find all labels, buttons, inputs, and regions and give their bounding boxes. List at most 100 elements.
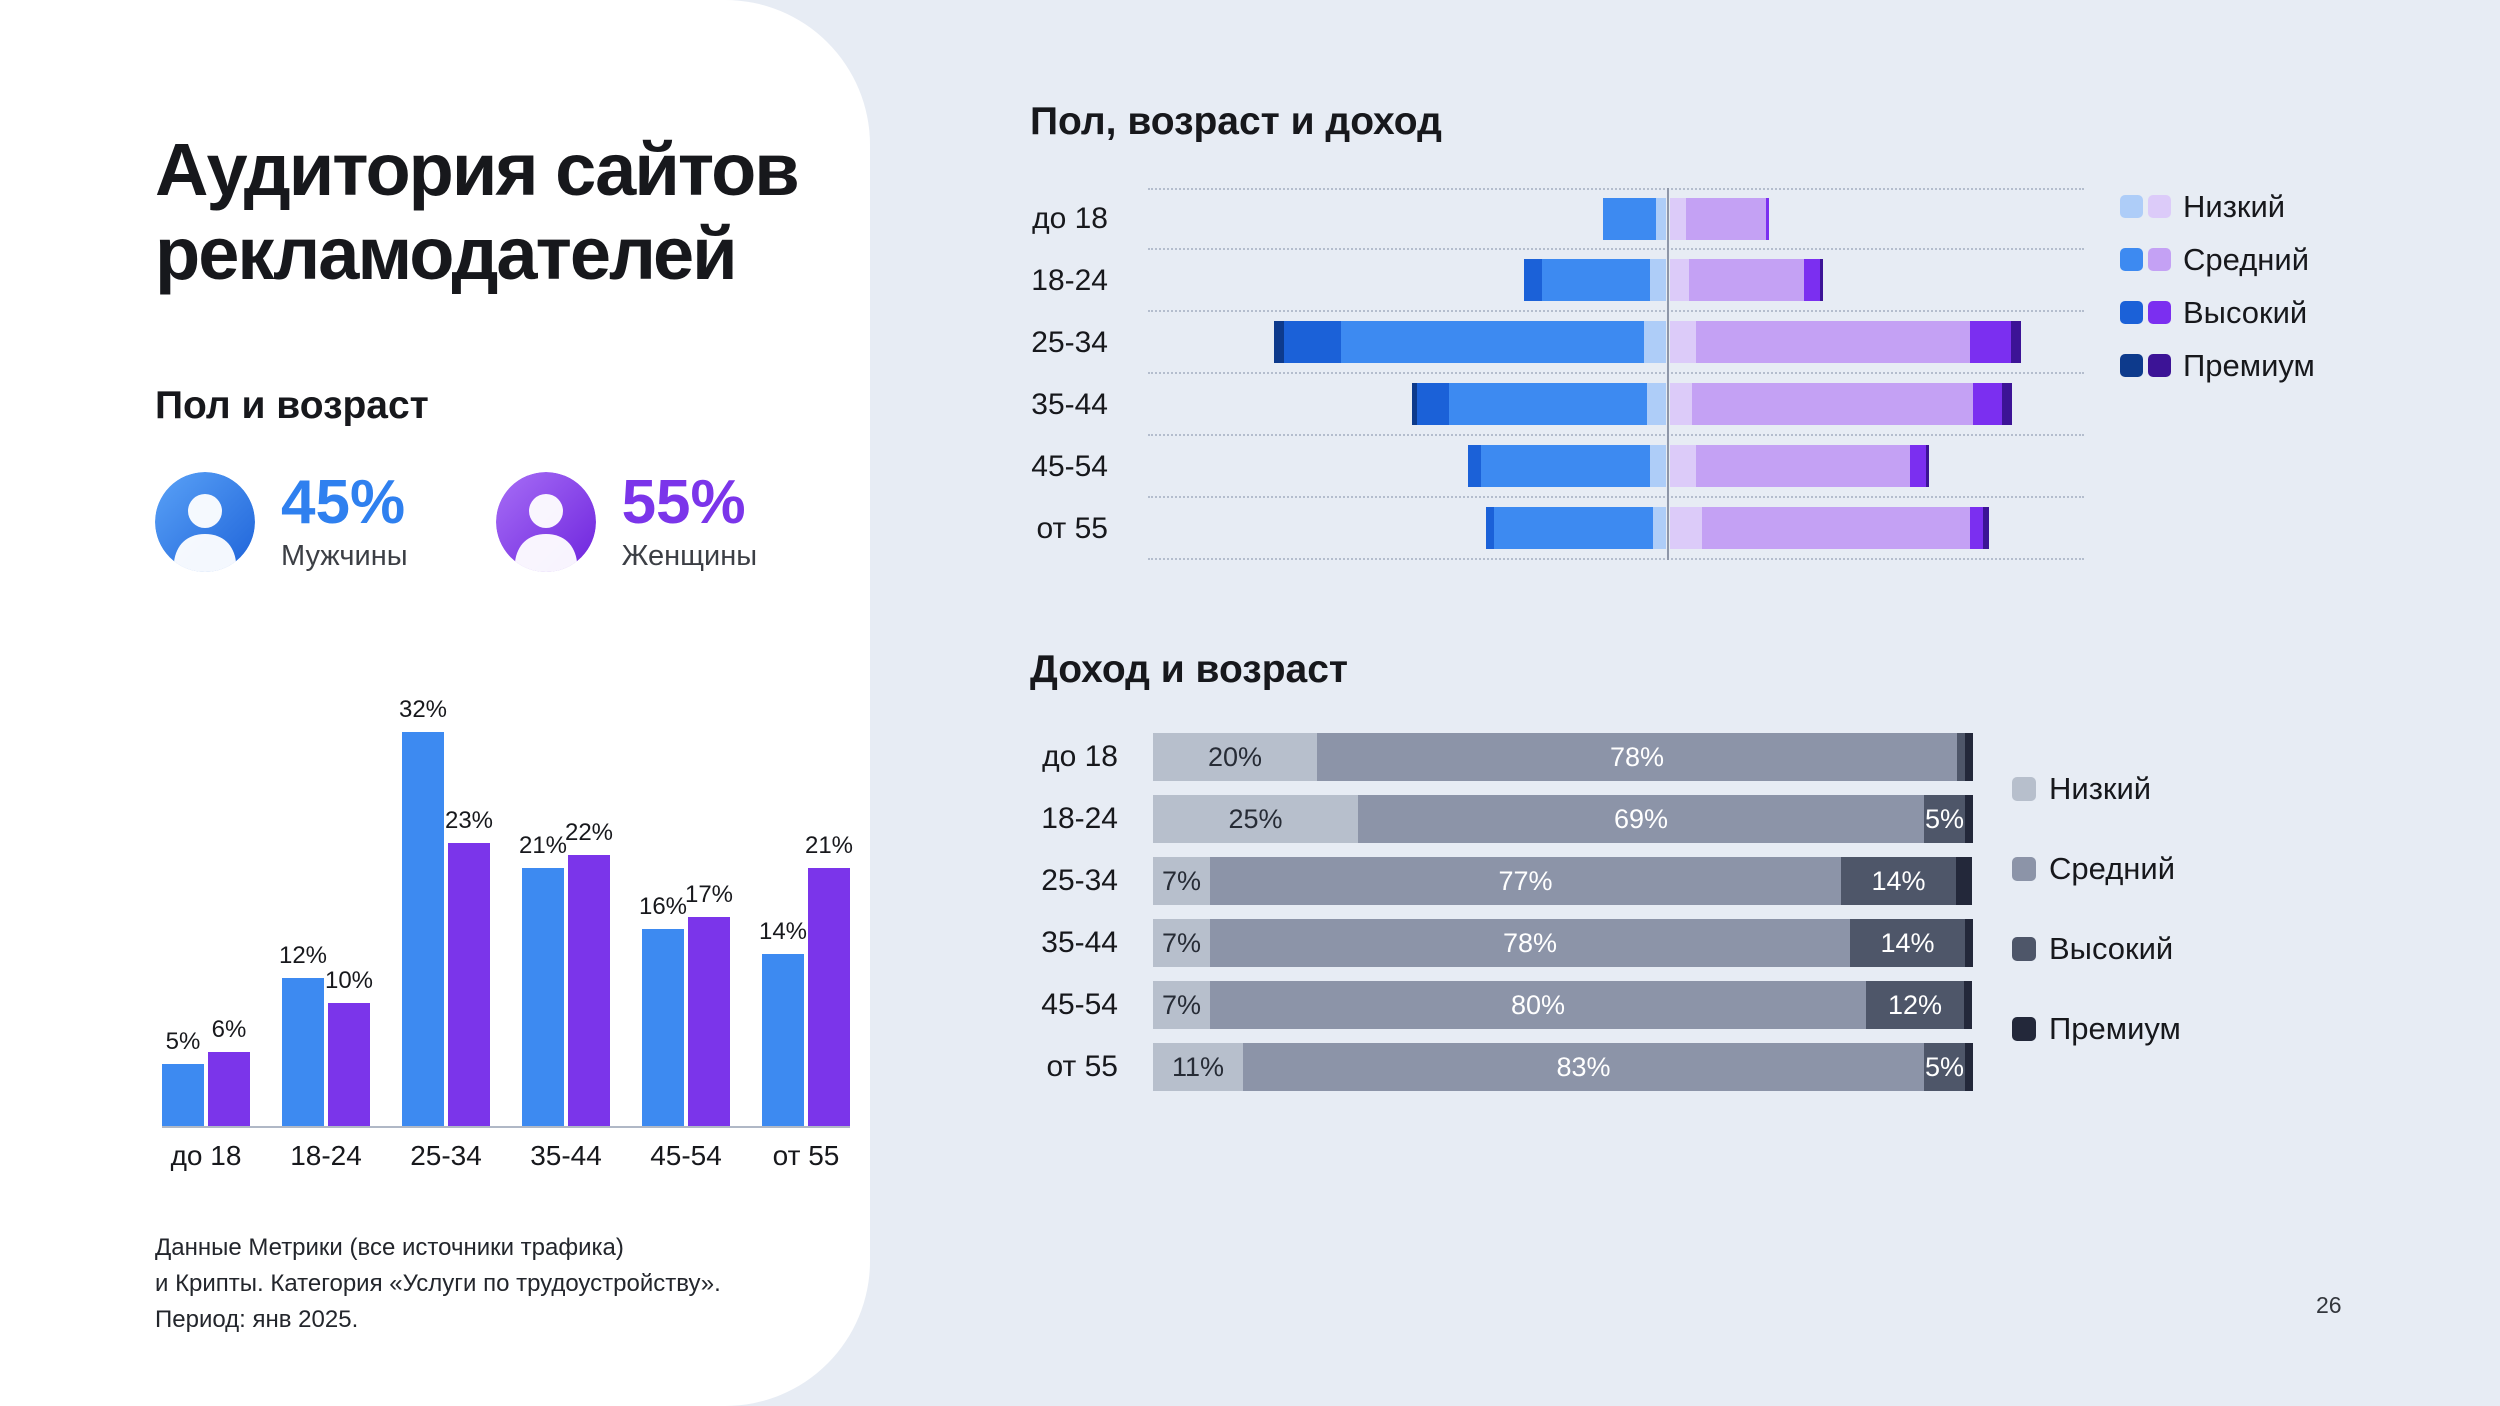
center-axis	[1667, 188, 1669, 560]
bar-segment	[1670, 507, 1702, 549]
income-age-legend: Низкий Средний Высокий Премиум	[2012, 771, 2181, 1046]
bar-group: 12% 10%	[279, 942, 373, 1126]
butterfly-row: 35-44	[968, 374, 2084, 436]
bar-segment	[1449, 383, 1647, 425]
bar-segment	[1603, 198, 1656, 240]
bar-segment	[1412, 383, 1417, 425]
bar-segment	[1956, 857, 1972, 905]
gender-age-income-title: Пол, возраст и доход	[1030, 100, 1442, 143]
gender-age-plot: 5% 6% 12% 10% 32% 23% 21% 22% 16% 17% 14% 21%	[162, 696, 853, 1128]
value-label: 17%	[684, 881, 734, 908]
bar-segment	[1650, 259, 1666, 301]
legend-label: Высокий	[2183, 294, 2308, 330]
bar: 32%	[399, 696, 447, 1126]
bar-group: 5% 6%	[162, 1016, 250, 1126]
gender-split: 45% Мужчины 55% Женщины	[155, 472, 757, 573]
category-label: 25-34	[410, 1140, 482, 1171]
category-label: до 18	[170, 1140, 242, 1171]
legend-swatch-men	[2120, 301, 2143, 324]
stacked-bar: 7% 78% 14%	[1153, 919, 1975, 967]
bar-segment	[1965, 795, 1973, 843]
legend-label: Низкий	[2183, 188, 2286, 224]
legend-swatch	[2012, 1017, 2036, 1041]
men-bar	[1486, 507, 1666, 549]
legend-swatch	[2012, 777, 2036, 801]
legend-label: Средний	[2049, 851, 2176, 886]
women-bar	[1670, 198, 1769, 240]
bar-segment	[1965, 919, 1973, 967]
legend-item: Премиум	[2012, 1011, 2181, 1046]
bar: 14%	[759, 918, 807, 1126]
legend-item: Средний	[2012, 851, 2181, 886]
bar: 5%	[162, 1028, 204, 1126]
bar-segment	[1702, 507, 1970, 549]
stacked-bar: 7% 77% 14%	[1153, 857, 1975, 905]
stacked-bar: 20% 78%	[1153, 733, 1975, 781]
legend-item: Средний	[2120, 241, 2315, 277]
women-avatar	[495, 472, 596, 572]
row-label: 35-44	[1041, 926, 1118, 959]
page-number: 26	[2316, 1292, 2342, 1318]
row-label: до 18	[1032, 202, 1108, 235]
legend-item: Низкий	[2120, 188, 2315, 224]
row-label: 45-54	[1041, 988, 1118, 1021]
butterfly-row: до 18	[968, 188, 2084, 250]
bar-segment: 20%	[1153, 733, 1317, 781]
bar-segment: 69%	[1358, 795, 1924, 843]
bar-segment	[1656, 198, 1666, 240]
bar-segment	[1970, 507, 1983, 549]
bar-segment: 12%	[1866, 981, 1964, 1029]
data-source-footnote: Данные Метрики (все источники трафика) и…	[155, 1234, 721, 1333]
women-bar	[1670, 321, 2021, 363]
legend-label: Средний	[2183, 241, 2310, 277]
legend-label: Премиум	[2183, 347, 2315, 383]
bar-segment	[2002, 383, 2012, 425]
bar-segment	[1964, 981, 1972, 1029]
row-label: от 55	[1036, 512, 1108, 545]
bar-segment	[1670, 445, 1696, 487]
value-label: 12%	[278, 942, 328, 969]
bar-segment: 78%	[1210, 919, 1850, 967]
value-label: 5%	[165, 1028, 201, 1055]
bar-segment	[1670, 321, 1696, 363]
stacked-bar: 25% 69% 5%	[1153, 795, 1975, 843]
bar-segment	[1670, 198, 1686, 240]
row-label: 35-44	[1031, 388, 1108, 421]
legend-item: Премиум	[2120, 347, 2315, 383]
bar-segment	[1766, 198, 1769, 240]
income-age-title: Доход и возраст	[1030, 648, 1348, 691]
bar-segment	[1647, 383, 1666, 425]
legend-swatch-women	[2148, 301, 2171, 324]
bar-segment	[1417, 383, 1449, 425]
legend-label: Премиум	[2049, 1011, 2181, 1046]
stacked-row: 25-34 7% 77% 14%	[968, 850, 1978, 912]
bar: 21%	[805, 832, 853, 1126]
men-percent: 45%	[281, 468, 406, 537]
bar-segment: 7%	[1153, 857, 1210, 905]
bar-segment: 11%	[1153, 1043, 1243, 1091]
bar-segment: 14%	[1841, 857, 1956, 905]
bar-segment	[1692, 383, 1973, 425]
bar-segment	[1910, 445, 1926, 487]
left-panel: Аудитория сайтов рекламодателей Пол и во…	[0, 0, 870, 1406]
women-split: 55% Женщины	[495, 468, 757, 573]
bar-area	[1148, 436, 2084, 498]
bar: 6%	[208, 1016, 250, 1126]
stacked-row: 35-44 7% 78% 14%	[968, 912, 1978, 974]
value-label: 21%	[804, 832, 854, 859]
women-percent: 55%	[621, 468, 746, 537]
bar-segment	[2011, 321, 2021, 363]
bar-segment	[1494, 507, 1653, 549]
bar-segment: 7%	[1153, 919, 1210, 967]
butterfly-row: от 55	[968, 498, 2084, 560]
butterfly-rows: до 18 18-24 25-34 35-44 45-54 от 55	[968, 188, 2084, 560]
bar-segment	[1341, 321, 1644, 363]
value-label: 23%	[444, 807, 494, 834]
legend-swatch	[2012, 857, 2036, 881]
bar: 10%	[325, 967, 373, 1126]
bar-segment	[1696, 321, 1970, 363]
legend-item: Высокий	[2012, 931, 2181, 966]
bar-segment	[1965, 733, 1973, 781]
bar-segment	[1965, 1043, 1973, 1091]
category-label: от 55	[772, 1140, 840, 1171]
